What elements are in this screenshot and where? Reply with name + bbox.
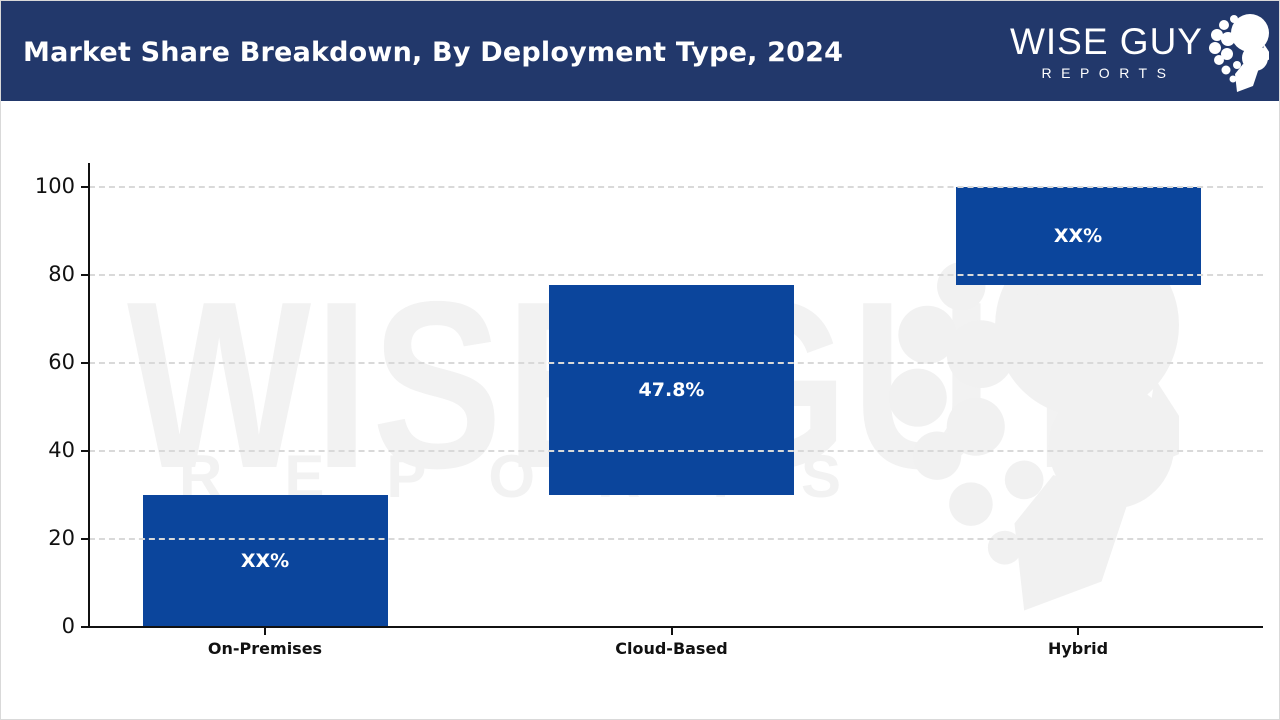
x-axis-category-label: Cloud-Based	[615, 639, 728, 658]
bar-value-label: XX%	[240, 550, 290, 573]
brand-wordmark: WISE GUY REPORTS	[1009, 21, 1203, 81]
y-axis-tick	[81, 361, 89, 364]
x-axis-line	[88, 626, 1263, 628]
y-axis-tick	[81, 626, 89, 628]
y-axis-tick-label: 20	[48, 525, 75, 550]
x-axis-category-label: On-Premises	[207, 639, 323, 658]
y-axis-tick	[81, 449, 89, 452]
chart-title: Market Share Breakdown, By Deployment Ty…	[23, 37, 844, 68]
y-gridline	[89, 273, 1263, 276]
y-axis-tick	[81, 273, 89, 276]
bar-on-premises	[142, 495, 388, 627]
x-axis-tick	[1077, 628, 1079, 635]
x-axis-tick	[670, 628, 673, 635]
bar-value-label: XX%	[1053, 224, 1103, 247]
x-axis-category-label: Hybrid	[1047, 639, 1109, 658]
y-axis-tick	[81, 185, 89, 188]
x-axis-tick	[264, 628, 266, 635]
y-axis-tick-label: 100	[34, 173, 75, 198]
brand-name: WISE GUY	[1009, 21, 1203, 63]
header-bar: Market Share Breakdown, By Deployment Ty…	[1, 1, 1279, 101]
y-axis-tick-label: 40	[48, 437, 75, 462]
y-axis-line	[88, 163, 90, 628]
y-gridline	[89, 449, 1263, 452]
brand-subname: REPORTS	[1041, 64, 1176, 81]
y-axis-tick-label: 80	[48, 261, 75, 286]
bar-hybrid	[955, 186, 1201, 285]
brand-logo: WISE GUY REPORTS	[1010, 9, 1269, 95]
y-axis-tick	[81, 537, 89, 540]
bar-cloud-based	[549, 284, 794, 496]
y-gridline	[89, 185, 1263, 188]
head-profile-dots-icon	[1209, 14, 1269, 92]
y-gridline	[89, 537, 1263, 540]
y-axis-tick-label: 60	[48, 349, 75, 374]
y-gridline	[89, 361, 1263, 364]
y-axis-tick-label: 0	[61, 614, 75, 638]
bar-value-label: 47.8%	[638, 379, 705, 401]
